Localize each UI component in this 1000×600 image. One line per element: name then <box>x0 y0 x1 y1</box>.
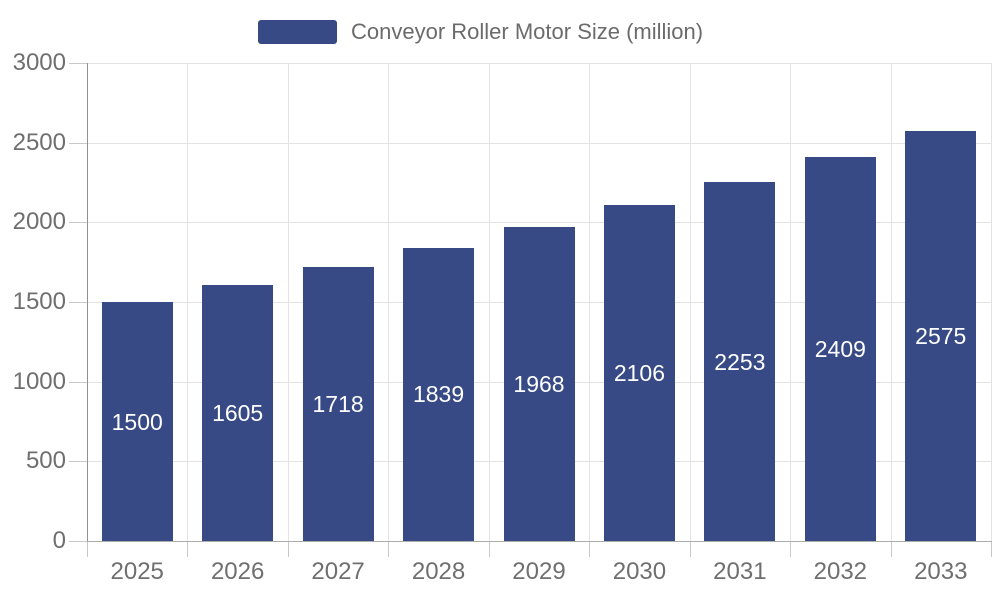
gridline-horizontal <box>87 142 991 144</box>
bar[interactable] <box>403 247 475 541</box>
bar-value-label: 2409 <box>814 336 866 363</box>
x-axis-line <box>87 541 992 542</box>
gridline-vertical <box>488 63 490 541</box>
x-axis-label: 2031 <box>713 558 767 585</box>
gridline-vertical <box>187 63 189 541</box>
y-axis-tick <box>69 381 87 383</box>
bar-value-label: 1718 <box>312 391 364 418</box>
legend-label: Conveyor Roller Motor Size (million) <box>351 19 704 44</box>
gridline-horizontal <box>87 63 991 64</box>
y-axis-label: 0 <box>52 527 66 554</box>
x-axis-tick <box>488 541 490 557</box>
gridline-vertical <box>689 63 691 541</box>
bar-value-label: 2106 <box>613 360 666 387</box>
bar[interactable] <box>503 227 575 541</box>
x-axis-tick <box>187 541 189 557</box>
gridline-vertical <box>287 63 289 541</box>
y-axis-tick <box>69 63 87 64</box>
x-axis-tick <box>287 541 289 557</box>
bar[interactable] <box>101 302 173 541</box>
x-axis-tick <box>589 541 591 557</box>
x-axis-label: 2027 <box>311 558 365 585</box>
x-axis-tick <box>991 541 992 557</box>
bar-value-label: 1839 <box>412 381 465 408</box>
bar-value-label: 2575 <box>915 322 967 349</box>
y-axis-label: 2000 <box>12 208 66 236</box>
legend-swatch <box>258 20 337 44</box>
x-axis-tick <box>890 541 892 557</box>
x-axis-tick <box>388 541 390 557</box>
legend[interactable]: Conveyor Roller Motor Size (million) <box>258 19 703 45</box>
x-axis-tick <box>689 541 691 557</box>
gridline-horizontal <box>87 222 991 224</box>
gridline-vertical <box>589 63 591 541</box>
bar-value-label: 1968 <box>513 371 565 398</box>
gridline-vertical <box>890 63 892 541</box>
y-axis-tick <box>69 222 87 224</box>
y-axis-label: 2500 <box>12 128 66 156</box>
x-axis-label: 2029 <box>512 558 566 585</box>
y-axis-label: 500 <box>25 447 66 475</box>
gridline-vertical <box>991 63 992 541</box>
y-axis-tick <box>69 541 87 542</box>
bar-value-label: 2253 <box>714 348 766 375</box>
bar[interactable] <box>302 267 374 541</box>
x-axis-label: 2025 <box>110 558 164 585</box>
bar[interactable] <box>905 130 977 541</box>
y-axis-tick <box>69 461 87 463</box>
y-axis-label: 1000 <box>12 367 66 395</box>
bar[interactable] <box>804 157 876 541</box>
bar[interactable] <box>202 285 274 541</box>
x-axis-label: 2032 <box>813 558 868 585</box>
y-axis-label: 1500 <box>12 288 66 315</box>
gridline-vertical <box>790 63 792 541</box>
y-axis-line <box>87 63 88 541</box>
x-axis-label: 2028 <box>411 558 466 585</box>
y-axis-tick <box>69 142 87 144</box>
x-axis-label: 2026 <box>210 558 265 585</box>
bar[interactable] <box>704 182 776 541</box>
y-axis-label: 3000 <box>12 49 66 76</box>
bar-value-label: 1605 <box>212 400 264 427</box>
bar-value-label: 1500 <box>111 408 163 435</box>
x-axis-tick <box>790 541 792 557</box>
gridline-vertical <box>388 63 390 541</box>
x-axis-label: 2033 <box>914 558 968 585</box>
bar[interactable] <box>603 205 675 541</box>
x-axis-tick <box>87 541 88 557</box>
x-axis-label: 2030 <box>612 558 667 585</box>
y-axis-tick <box>69 302 87 303</box>
